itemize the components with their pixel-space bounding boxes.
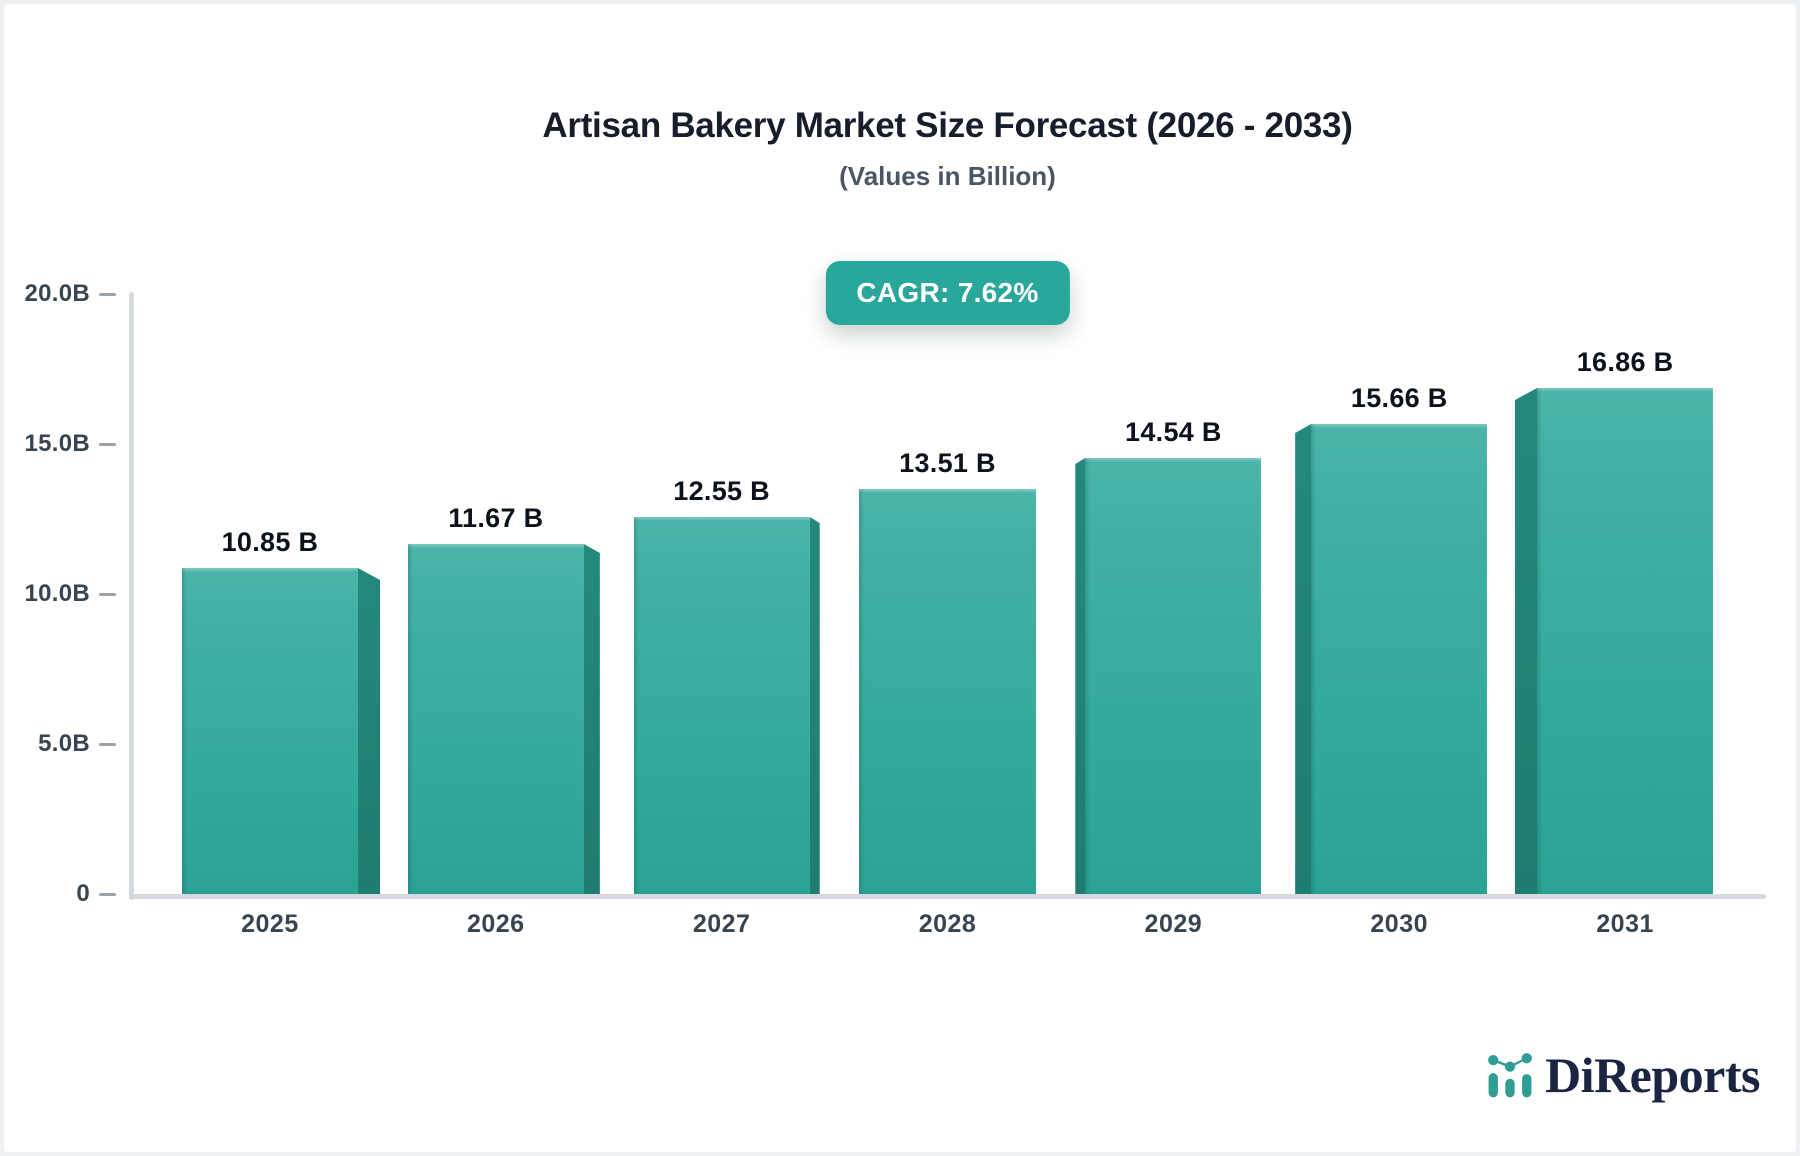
bar-group: 16.86 B bbox=[1512, 294, 1738, 894]
bar-value-label: 13.51 B bbox=[899, 448, 996, 478]
bar-value-label: 11.67 B bbox=[448, 503, 544, 533]
chart-title: Artisan Bakery Market Size Forecast (202… bbox=[542, 106, 1353, 145]
x-tick-label: 2025 bbox=[241, 910, 299, 938]
y-tick: 10.0B bbox=[24, 580, 116, 608]
bar-group: 10.85 B bbox=[157, 294, 383, 894]
bar: 16.86 B bbox=[1515, 347, 1714, 894]
logo-text: DiReports bbox=[1545, 1047, 1760, 1103]
x-tick-label: 2029 bbox=[1144, 910, 1203, 938]
bar-side bbox=[809, 517, 820, 894]
x-axis-labels: 2025 2026 2027 2028 2029 2030 2031 bbox=[129, 894, 1766, 952]
y-tick-label: 5.0B bbox=[38, 730, 90, 757]
bar-group: 14.54 B bbox=[1060, 294, 1286, 894]
y-tick-dash bbox=[99, 592, 116, 596]
x-axis-line bbox=[129, 894, 1766, 899]
bar-value-label: 12.55 B bbox=[673, 476, 770, 506]
y-tick: 5.0B bbox=[38, 730, 116, 758]
chart-region: CAGR: 7.62% 0 5.0B 10.0B 15.0B 20.0B 10.85 B… bbox=[4, 261, 1766, 952]
bar-value-label: 10.85 B bbox=[221, 527, 319, 557]
x-tick-label: 2027 bbox=[692, 910, 751, 938]
x-tick-label: 2031 bbox=[1596, 910, 1654, 938]
bar: 15.66 B bbox=[1295, 383, 1488, 894]
y-tick: 0 bbox=[76, 880, 116, 908]
y-tick-label: 15.0B bbox=[24, 430, 90, 457]
bar-side bbox=[1075, 458, 1086, 894]
y-tick-dash bbox=[99, 442, 116, 446]
bar: 10.85 B bbox=[181, 527, 380, 894]
bar-side bbox=[583, 544, 600, 894]
cagr-badge: CAGR: 7.62% bbox=[825, 261, 1070, 325]
y-tick: 15.0B bbox=[24, 430, 116, 458]
y-axis: 0 5.0B 10.0B 15.0B 20.0B bbox=[4, 280, 129, 907]
bar-group: 11.67 B bbox=[383, 294, 609, 894]
y-axis-line bbox=[129, 292, 134, 900]
x-tick-label: 2030 bbox=[1370, 910, 1429, 938]
bar: 11.67 B bbox=[407, 503, 600, 894]
x-tick-label: 2026 bbox=[466, 910, 525, 938]
bar-value-label: 16.86 B bbox=[1576, 347, 1674, 377]
bar-group: 15.66 B bbox=[1286, 294, 1512, 894]
y-tick-dash bbox=[99, 892, 116, 896]
y-tick-label: 0 bbox=[76, 880, 90, 907]
bar-side bbox=[1295, 424, 1312, 894]
bar-chart-logo-icon bbox=[1488, 1053, 1532, 1098]
brand-logo: DiReports bbox=[1482, 1046, 1760, 1104]
bar-value-label: 15.66 B bbox=[1350, 383, 1448, 413]
bar-group: 12.55 B bbox=[609, 294, 835, 894]
bar-side bbox=[358, 568, 380, 894]
footer: DiReports bbox=[4, 1046, 1760, 1104]
y-tick-label: 20.0B bbox=[24, 280, 90, 307]
bar: 12.55 B bbox=[633, 476, 820, 894]
y-tick-dash bbox=[99, 742, 116, 746]
bar-group: 13.51 B bbox=[835, 294, 1061, 894]
bar-value-label: 14.54 B bbox=[1125, 417, 1222, 447]
chart-card: Artisan Bakery Market Size Forecast (202… bbox=[4, 4, 1796, 1152]
y-tick-dash bbox=[99, 292, 116, 296]
bar: 14.54 B bbox=[1075, 417, 1262, 894]
y-tick: 20.0B bbox=[24, 280, 116, 308]
bar: 13.51 B bbox=[859, 448, 1036, 894]
x-tick-label: 2028 bbox=[918, 910, 977, 938]
bars-container: 10.85 B 11.67 B 12.55 B 13.51 B 14.54 B 15.66… bbox=[129, 294, 1766, 894]
y-tick-label: 10.0B bbox=[24, 580, 90, 607]
plot-area: 10.85 B 11.67 B 12.55 B 13.51 B 14.54 B 15.66… bbox=[129, 292, 1766, 900]
bar-side bbox=[1515, 388, 1537, 894]
chart-subtitle: (Values in Billion) bbox=[839, 161, 1056, 191]
